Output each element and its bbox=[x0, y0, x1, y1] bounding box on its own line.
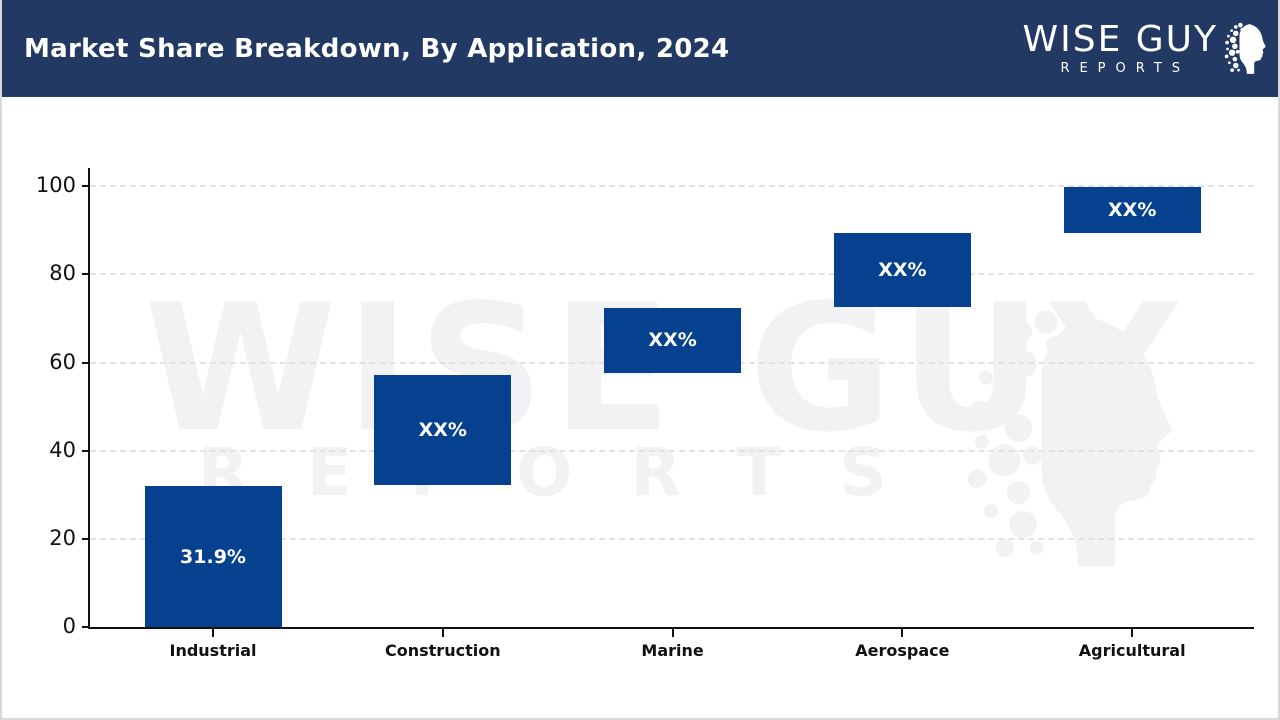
x-tick-label: Aerospace bbox=[855, 641, 950, 660]
x-axis-tick bbox=[671, 629, 674, 637]
x-axis-tick bbox=[212, 629, 214, 637]
gridline bbox=[90, 449, 1254, 452]
bar-value-label: XX% bbox=[878, 258, 927, 281]
x-axis-line bbox=[88, 627, 1254, 629]
bar-marine bbox=[604, 307, 742, 373]
bar-industrial bbox=[144, 486, 282, 627]
y-axis-tick bbox=[82, 537, 90, 540]
y-axis-tick bbox=[82, 361, 90, 364]
x-axis-tick bbox=[441, 629, 444, 637]
bar-construction bbox=[374, 374, 512, 485]
gridline bbox=[90, 537, 1254, 540]
bar-agricultural bbox=[1063, 187, 1201, 233]
x-tick-label: Marine bbox=[641, 641, 704, 660]
x-axis-tick bbox=[1131, 629, 1134, 637]
bar-value-label: XX% bbox=[1108, 199, 1157, 221]
brand-wordmark: WISE GUY REPORTS bbox=[1022, 18, 1219, 76]
x-tick-label: Agricultural bbox=[1078, 641, 1186, 660]
y-axis-tick bbox=[82, 626, 90, 628]
y-tick-label: 40 bbox=[49, 437, 76, 462]
y-axis-tick bbox=[82, 449, 90, 452]
gridline bbox=[90, 273, 1254, 276]
y-tick-label: 20 bbox=[49, 525, 76, 550]
y-tick-label: 100 bbox=[35, 173, 76, 198]
y-axis-tick bbox=[82, 273, 90, 276]
page-title: Market Share Breakdown, By Application, … bbox=[24, 33, 730, 64]
dotted-head-profile-icon bbox=[1224, 22, 1266, 74]
y-axis-tick bbox=[82, 185, 90, 188]
y-tick-label: 0 bbox=[62, 614, 76, 638]
brand-subname: REPORTS bbox=[1060, 60, 1191, 76]
bar-value-label: 31.9% bbox=[180, 545, 246, 568]
brand-logo: WISE GUY REPORTS bbox=[1023, 7, 1269, 91]
x-axis-tick bbox=[901, 629, 904, 637]
x-tick-label: Industrial bbox=[169, 641, 257, 660]
bar-aerospace bbox=[833, 232, 971, 307]
brand-name: WISE GUY bbox=[1022, 18, 1218, 60]
gridline bbox=[90, 185, 1254, 188]
header-bar: Market Share Breakdown, By Application, … bbox=[2, 0, 1278, 97]
y-tick-label: 60 bbox=[49, 349, 76, 374]
y-axis-line bbox=[88, 168, 90, 629]
bar-value-label: XX% bbox=[418, 418, 467, 441]
y-tick-label: 80 bbox=[49, 261, 76, 286]
x-tick-label: Construction bbox=[385, 641, 501, 660]
bar-value-label: XX% bbox=[648, 329, 697, 352]
